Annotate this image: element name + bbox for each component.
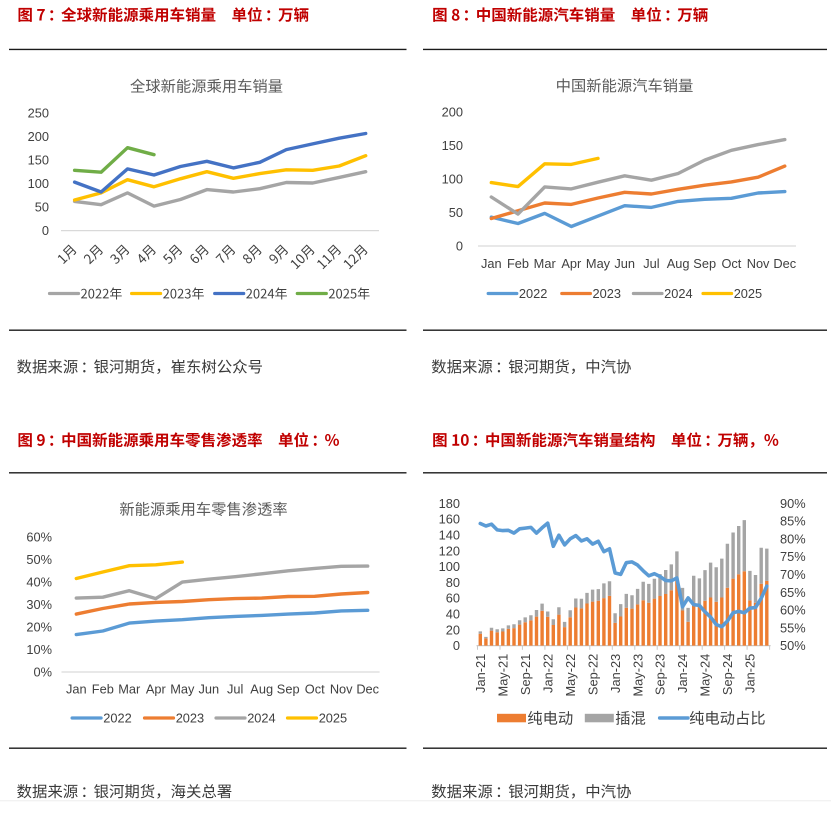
svg-text:Mar: Mar (118, 682, 141, 697)
svg-text:2022: 2022 (519, 286, 547, 301)
svg-text:30%: 30% (26, 597, 52, 612)
svg-text:Oct: Oct (721, 256, 741, 271)
svg-text:Sep-22: Sep-22 (585, 654, 600, 695)
svg-text:2022: 2022 (103, 711, 131, 726)
svg-text:2023: 2023 (593, 286, 621, 301)
svg-text:Sep: Sep (693, 256, 716, 271)
svg-text:2024: 2024 (247, 711, 275, 726)
svg-text:Dec: Dec (773, 256, 796, 271)
svg-text:Jan-21: Jan-21 (473, 654, 488, 693)
svg-text:Jun: Jun (198, 682, 219, 697)
svg-text:70%: 70% (780, 567, 806, 582)
svg-text:Jul: Jul (227, 682, 243, 697)
svg-text:75%: 75% (780, 549, 806, 564)
svg-text:Jan-22: Jan-22 (540, 654, 555, 693)
svg-text:80: 80 (446, 575, 460, 590)
svg-text:40%: 40% (26, 575, 52, 590)
svg-text:40: 40 (446, 607, 460, 622)
svg-text:0: 0 (42, 223, 49, 238)
svg-text:May: May (170, 682, 195, 697)
svg-text:60: 60 (446, 591, 460, 606)
svg-text:Sep-23: Sep-23 (653, 654, 668, 695)
svg-text:Nov: Nov (330, 682, 353, 697)
svg-text:Jan-23: Jan-23 (608, 654, 623, 693)
svg-text:180: 180 (439, 496, 460, 511)
svg-text:20%: 20% (26, 620, 52, 635)
svg-text:2023: 2023 (176, 711, 204, 726)
svg-text:Jan-24: Jan-24 (675, 654, 690, 693)
svg-text:Oct: Oct (305, 682, 325, 697)
svg-text:May-24: May-24 (698, 654, 713, 697)
svg-text:0: 0 (453, 638, 460, 653)
svg-text:200: 200 (28, 129, 49, 144)
svg-text:50: 50 (449, 205, 463, 220)
svg-text:Jul: Jul (643, 256, 659, 271)
svg-text:50%: 50% (26, 552, 52, 567)
svg-text:100: 100 (28, 176, 49, 191)
svg-text:0: 0 (456, 239, 463, 254)
svg-text:Sep-21: Sep-21 (518, 654, 533, 695)
svg-text:85%: 85% (780, 514, 806, 529)
svg-text:160: 160 (439, 512, 460, 527)
svg-text:Jan: Jan (66, 682, 87, 697)
svg-text:2024: 2024 (664, 286, 692, 301)
svg-text:60%: 60% (26, 529, 52, 544)
svg-text:May-21: May-21 (496, 654, 511, 697)
svg-text:Apr: Apr (146, 682, 167, 697)
svg-text:60%: 60% (780, 603, 806, 618)
svg-text:0%: 0% (34, 665, 53, 680)
svg-text:Jan-25: Jan-25 (743, 654, 758, 693)
svg-text:May-22: May-22 (563, 654, 578, 697)
svg-text:50: 50 (35, 200, 49, 215)
svg-text:2025: 2025 (734, 286, 762, 301)
svg-text:150: 150 (28, 153, 49, 168)
svg-text:90%: 90% (780, 496, 806, 511)
svg-text:Feb: Feb (92, 682, 114, 697)
svg-text:Dec: Dec (356, 682, 379, 697)
svg-text:Sep-24: Sep-24 (720, 654, 735, 695)
svg-text:Jan: Jan (481, 256, 502, 271)
svg-text:80%: 80% (780, 531, 806, 546)
svg-text:150: 150 (442, 138, 463, 153)
svg-text:100: 100 (442, 172, 463, 187)
svg-text:Aug: Aug (250, 682, 273, 697)
svg-text:Mar: Mar (534, 256, 557, 271)
svg-text:May-23: May-23 (630, 654, 645, 697)
svg-text:2025: 2025 (319, 711, 347, 726)
svg-text:55%: 55% (780, 620, 806, 635)
svg-text:250: 250 (28, 105, 49, 120)
svg-text:140: 140 (439, 528, 460, 543)
svg-text:50%: 50% (780, 638, 806, 653)
svg-text:Aug: Aug (667, 256, 690, 271)
svg-text:Sep: Sep (277, 682, 300, 697)
svg-text:120: 120 (439, 543, 460, 558)
svg-text:65%: 65% (780, 585, 806, 600)
svg-text:Jun: Jun (614, 256, 635, 271)
svg-text:Feb: Feb (507, 256, 529, 271)
svg-text:Apr: Apr (561, 256, 582, 271)
svg-text:May: May (586, 256, 611, 271)
svg-text:100: 100 (439, 559, 460, 574)
svg-text:Nov: Nov (747, 256, 770, 271)
svg-text:200: 200 (442, 104, 463, 119)
svg-text:10%: 10% (26, 642, 52, 657)
svg-text:20: 20 (446, 622, 460, 637)
